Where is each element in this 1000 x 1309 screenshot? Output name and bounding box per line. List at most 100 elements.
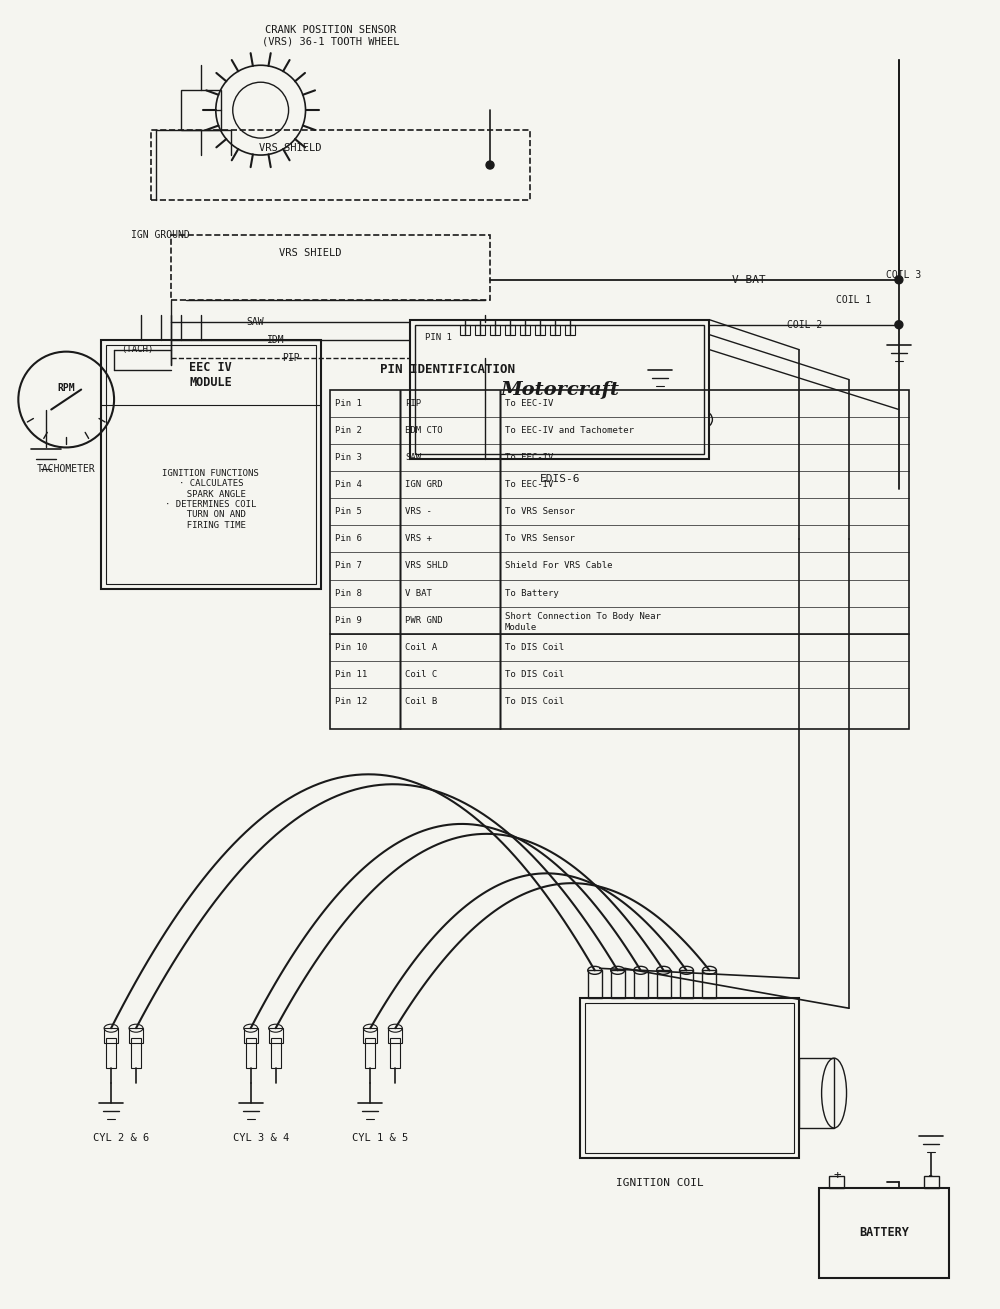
Text: Coil B: Coil B (405, 698, 438, 706)
Bar (565, 325, 575, 335)
Bar (799, 1058, 834, 1128)
Text: Pin 9: Pin 9 (335, 615, 362, 624)
Text: VRS +: VRS + (405, 534, 432, 543)
Text: CYL 1 & 5: CYL 1 & 5 (352, 1134, 408, 1143)
Bar (104, 1028, 118, 1043)
Text: (TACH): (TACH) (121, 346, 153, 355)
Text: Coil C: Coil C (405, 670, 438, 679)
Text: Pin 8: Pin 8 (335, 589, 362, 598)
Text: PWR GND: PWR GND (405, 615, 443, 624)
Text: CYL 3 & 4: CYL 3 & 4 (233, 1134, 289, 1143)
Text: CYL 2 & 6: CYL 2 & 6 (93, 1134, 149, 1143)
Text: CRANK POSITION SENSOR
(VRS) 36-1 TOOTH WHEEL: CRANK POSITION SENSOR (VRS) 36-1 TOOTH W… (262, 25, 399, 46)
Text: VRS SHIELD: VRS SHIELD (259, 143, 322, 153)
Text: To EEC-IV: To EEC-IV (505, 399, 553, 407)
Bar (269, 1028, 283, 1043)
Text: IGNITION FUNCTIONS
· CALCULATES
  SPARK ANGLE
· DETERMINES COIL
  TURN ON AND
  : IGNITION FUNCTIONS · CALCULATES SPARK AN… (162, 469, 259, 530)
Bar (580, 999, 799, 1158)
Text: Pin 7: Pin 7 (335, 562, 362, 571)
Text: To VRS Sensor: To VRS Sensor (505, 534, 575, 543)
Bar (365, 1038, 375, 1068)
Text: Motorcraft: Motorcraft (500, 381, 619, 398)
Text: Pin 11: Pin 11 (335, 670, 368, 679)
Bar (819, 1187, 949, 1278)
Text: COIL 3: COIL 3 (886, 270, 922, 280)
Text: Pin 4: Pin 4 (335, 480, 362, 490)
Bar (415, 325, 704, 454)
Text: COIL 1: COIL 1 (836, 295, 872, 305)
Text: VRS SHLD: VRS SHLD (405, 562, 448, 571)
Text: RPM: RPM (57, 382, 75, 393)
Text: PIP: PIP (405, 399, 421, 407)
Bar (363, 1028, 377, 1043)
Text: To DIS Coil: To DIS Coil (505, 643, 564, 652)
Text: Pin 6: Pin 6 (335, 534, 362, 543)
Bar (490, 325, 500, 335)
Text: Pin 1: Pin 1 (335, 399, 362, 407)
Text: Shield For VRS Cable: Shield For VRS Cable (505, 562, 612, 571)
Text: To EEC-IV: To EEC-IV (505, 480, 553, 490)
Bar (106, 344, 316, 584)
Text: To Battery: To Battery (505, 589, 559, 598)
Text: To EEC-IV: To EEC-IV (505, 453, 553, 462)
Text: To VRS Sensor: To VRS Sensor (505, 507, 575, 516)
Text: Module: Module (505, 623, 537, 631)
Bar (106, 1038, 116, 1068)
Bar (588, 970, 602, 999)
Bar (151, 130, 530, 200)
Text: Short Connection To Body Near: Short Connection To Body Near (505, 611, 661, 620)
Circle shape (895, 276, 903, 284)
Bar (410, 319, 709, 459)
Text: EDM CTO: EDM CTO (405, 425, 443, 435)
Text: Pin 10: Pin 10 (335, 643, 368, 652)
Text: TACHOMETER: TACHOMETER (37, 465, 96, 474)
Bar (657, 970, 671, 999)
Text: -: - (927, 1169, 935, 1182)
Text: EEC IV
MODULE: EEC IV MODULE (189, 360, 232, 389)
Text: VRS -: VRS - (405, 507, 432, 516)
Text: PIN 1: PIN 1 (425, 334, 452, 342)
Bar (535, 325, 545, 335)
Bar (634, 970, 648, 999)
Text: IGN GROUND: IGN GROUND (131, 230, 190, 240)
Bar (246, 1038, 256, 1068)
Bar (611, 970, 625, 999)
Bar (244, 1028, 258, 1043)
Text: Pin 5: Pin 5 (335, 507, 362, 516)
Text: SAW: SAW (405, 453, 421, 462)
Text: COIL 2: COIL 2 (787, 319, 822, 330)
Text: PIN IDENTIFICATION: PIN IDENTIFICATION (380, 363, 515, 376)
Bar (390, 1038, 400, 1068)
Text: SAW: SAW (247, 317, 264, 327)
Text: To EEC-IV and Tachometer: To EEC-IV and Tachometer (505, 425, 634, 435)
Text: To DIS Coil: To DIS Coil (505, 670, 564, 679)
Text: Pin 3: Pin 3 (335, 453, 362, 462)
Text: +: + (833, 1169, 841, 1182)
Bar (460, 325, 470, 335)
Bar (475, 325, 485, 335)
Bar (131, 1038, 141, 1068)
Text: V BAT: V BAT (405, 589, 432, 598)
Text: IGN GRD: IGN GRD (405, 480, 443, 490)
Text: Pin 12: Pin 12 (335, 698, 368, 706)
Circle shape (895, 321, 903, 329)
Text: To DIS Coil: To DIS Coil (505, 698, 564, 706)
Circle shape (486, 161, 494, 169)
Text: PIP: PIP (282, 352, 299, 363)
Bar (829, 1175, 844, 1187)
Bar (171, 234, 490, 300)
Text: EDIS-6: EDIS-6 (540, 474, 580, 484)
Text: Coil A: Coil A (405, 643, 438, 652)
Bar (550, 325, 560, 335)
Bar (101, 339, 320, 589)
Text: V BAT: V BAT (732, 275, 766, 285)
Text: Pin 2: Pin 2 (335, 425, 362, 435)
Bar (680, 970, 693, 999)
Bar (330, 390, 909, 729)
Bar (505, 325, 515, 335)
Text: IGNITION COIL: IGNITION COIL (616, 1178, 703, 1187)
Text: VRS SHIELD: VRS SHIELD (279, 247, 342, 258)
Bar (181, 90, 221, 130)
Bar (924, 1175, 939, 1187)
Text: IDM: IDM (267, 335, 284, 344)
